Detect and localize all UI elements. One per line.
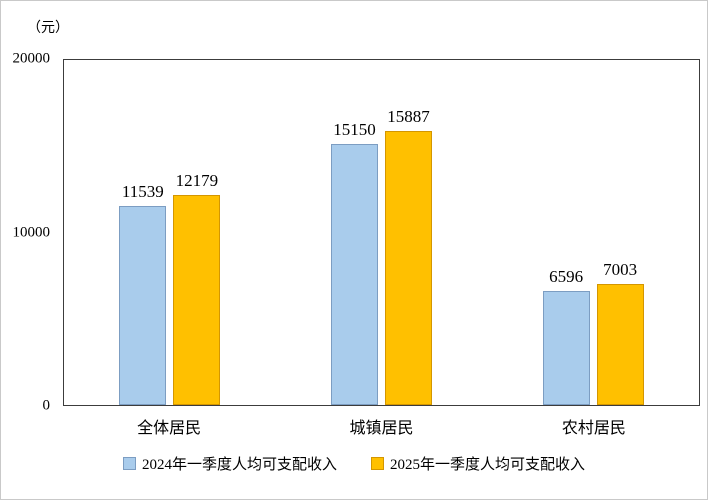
x-axis-category-label: 农村居民: [561, 420, 626, 437]
bar-group: 6596 7003: [542, 60, 644, 405]
y-axis-tick-label: 0: [42, 397, 51, 414]
plot-area: 11539 12179 15150 15887 6596 7003: [63, 59, 700, 406]
bar-group: 11539 12179: [119, 60, 221, 405]
legend-item: 2025年一季度人均可支配收入: [371, 453, 585, 474]
bar: 12179: [173, 171, 221, 405]
x-axis: 全体居民 城镇居民 农村居民: [63, 414, 700, 438]
bar: 15150: [330, 120, 378, 405]
y-axis-tick-label: 10000: [12, 224, 51, 240]
x-axis-category-label: 全体居民: [137, 420, 202, 437]
y-axis: 0 10000 20000: [1, 51, 57, 414]
legend-item: 2024年一季度人均可支配收入: [122, 453, 337, 474]
bar-value-label: 15150: [333, 119, 376, 139]
bar-value-label: 6596: [549, 267, 584, 287]
bar-value-label: 15887: [387, 106, 430, 126]
legend-swatch-icon: [371, 457, 384, 470]
legend-label: 2024年一季度人均可支配收入: [141, 457, 337, 473]
bar-value-label: 12179: [175, 170, 219, 190]
bar: 15887: [384, 107, 432, 405]
bar: 6596: [542, 267, 590, 405]
legend-label: 2025年一季度人均可支配收入: [390, 457, 586, 473]
y-axis-unit-label: （元）: [27, 21, 69, 36]
bar: 11539: [119, 182, 167, 405]
bar-group: 15150 15887: [330, 60, 432, 405]
legend: 2024年一季度人均可支配收入 2025年一季度人均可支配收入: [1, 453, 707, 474]
x-axis-category-label: 城镇居民: [349, 420, 414, 437]
legend-swatch-icon: [122, 457, 136, 470]
bar: 7003: [596, 260, 644, 405]
y-axis-tick-label: 20000: [12, 50, 51, 67]
bar-value-label: 7003: [603, 260, 638, 280]
bar-value-label: 11539: [121, 181, 164, 201]
